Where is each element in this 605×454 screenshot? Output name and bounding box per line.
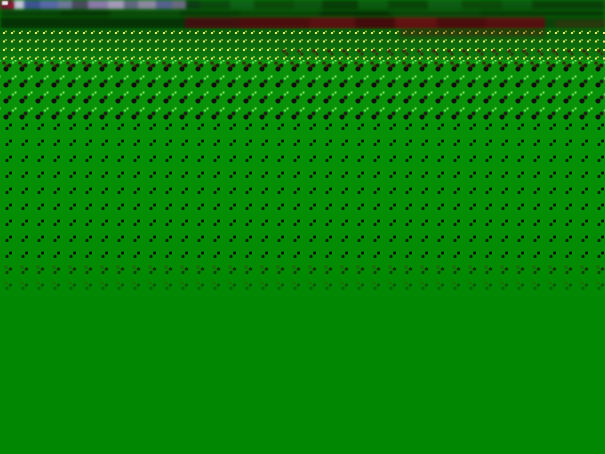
grass-field-upper	[0, 60, 605, 122]
glitch-block	[388, 0, 428, 10]
glitch-dot-row	[0, 58, 605, 69]
glitch-block	[185, 17, 240, 29]
glitch-block	[124, 0, 138, 10]
glitch-block	[230, 0, 254, 10]
glitch-block	[532, 0, 605, 10]
glitch-block	[24, 0, 40, 10]
glitch-block	[58, 0, 72, 10]
glitch-block	[355, 17, 395, 29]
glitch-block	[502, 0, 532, 10]
glitch-block	[254, 0, 294, 10]
glitch-block	[545, 17, 605, 29]
glitch-block	[322, 0, 358, 10]
glitch-block	[428, 0, 462, 10]
glitch-block	[88, 0, 108, 10]
glitch-block	[480, 10, 605, 17]
glitch-dot-row	[280, 46, 605, 58]
compression-noise-strip	[0, 0, 605, 10]
glitch-block	[462, 0, 502, 10]
glitch-block	[0, 0, 14, 10]
glitch-block	[200, 0, 230, 10]
glitch-smudge	[555, 20, 605, 28]
glitch-block	[110, 10, 180, 17]
glitch-block	[294, 0, 322, 10]
glitch-smudge	[2, 1, 8, 5]
glitch-block	[72, 0, 88, 10]
glitch-block	[138, 0, 156, 10]
dark-noise-strip	[0, 10, 605, 17]
glitch-smudge	[8, 4, 13, 8]
glitch-block	[358, 0, 388, 10]
glitch-block	[395, 17, 437, 29]
glitch-block	[0, 10, 60, 17]
glitch-block	[156, 0, 172, 10]
glitch-block	[172, 0, 186, 10]
glitch-block	[310, 17, 355, 29]
glitch-block	[180, 10, 240, 17]
glitch-smudge	[400, 28, 545, 37]
glitch-block	[14, 0, 24, 10]
glitch-block	[320, 10, 390, 17]
glitch-block	[0, 17, 185, 29]
glitch-block	[40, 0, 58, 10]
glitch-block	[240, 10, 320, 17]
glitch-block	[108, 0, 124, 10]
glitch-block	[240, 17, 310, 29]
glitch-block	[437, 17, 485, 29]
glitch-dot-row	[2, 262, 605, 294]
red-glitch-band	[0, 17, 605, 29]
glitch-block	[60, 10, 110, 17]
glitch-block	[485, 17, 545, 29]
grass-field-bottom	[0, 300, 605, 454]
glitch-block	[186, 0, 200, 10]
glitch-block	[390, 10, 480, 17]
